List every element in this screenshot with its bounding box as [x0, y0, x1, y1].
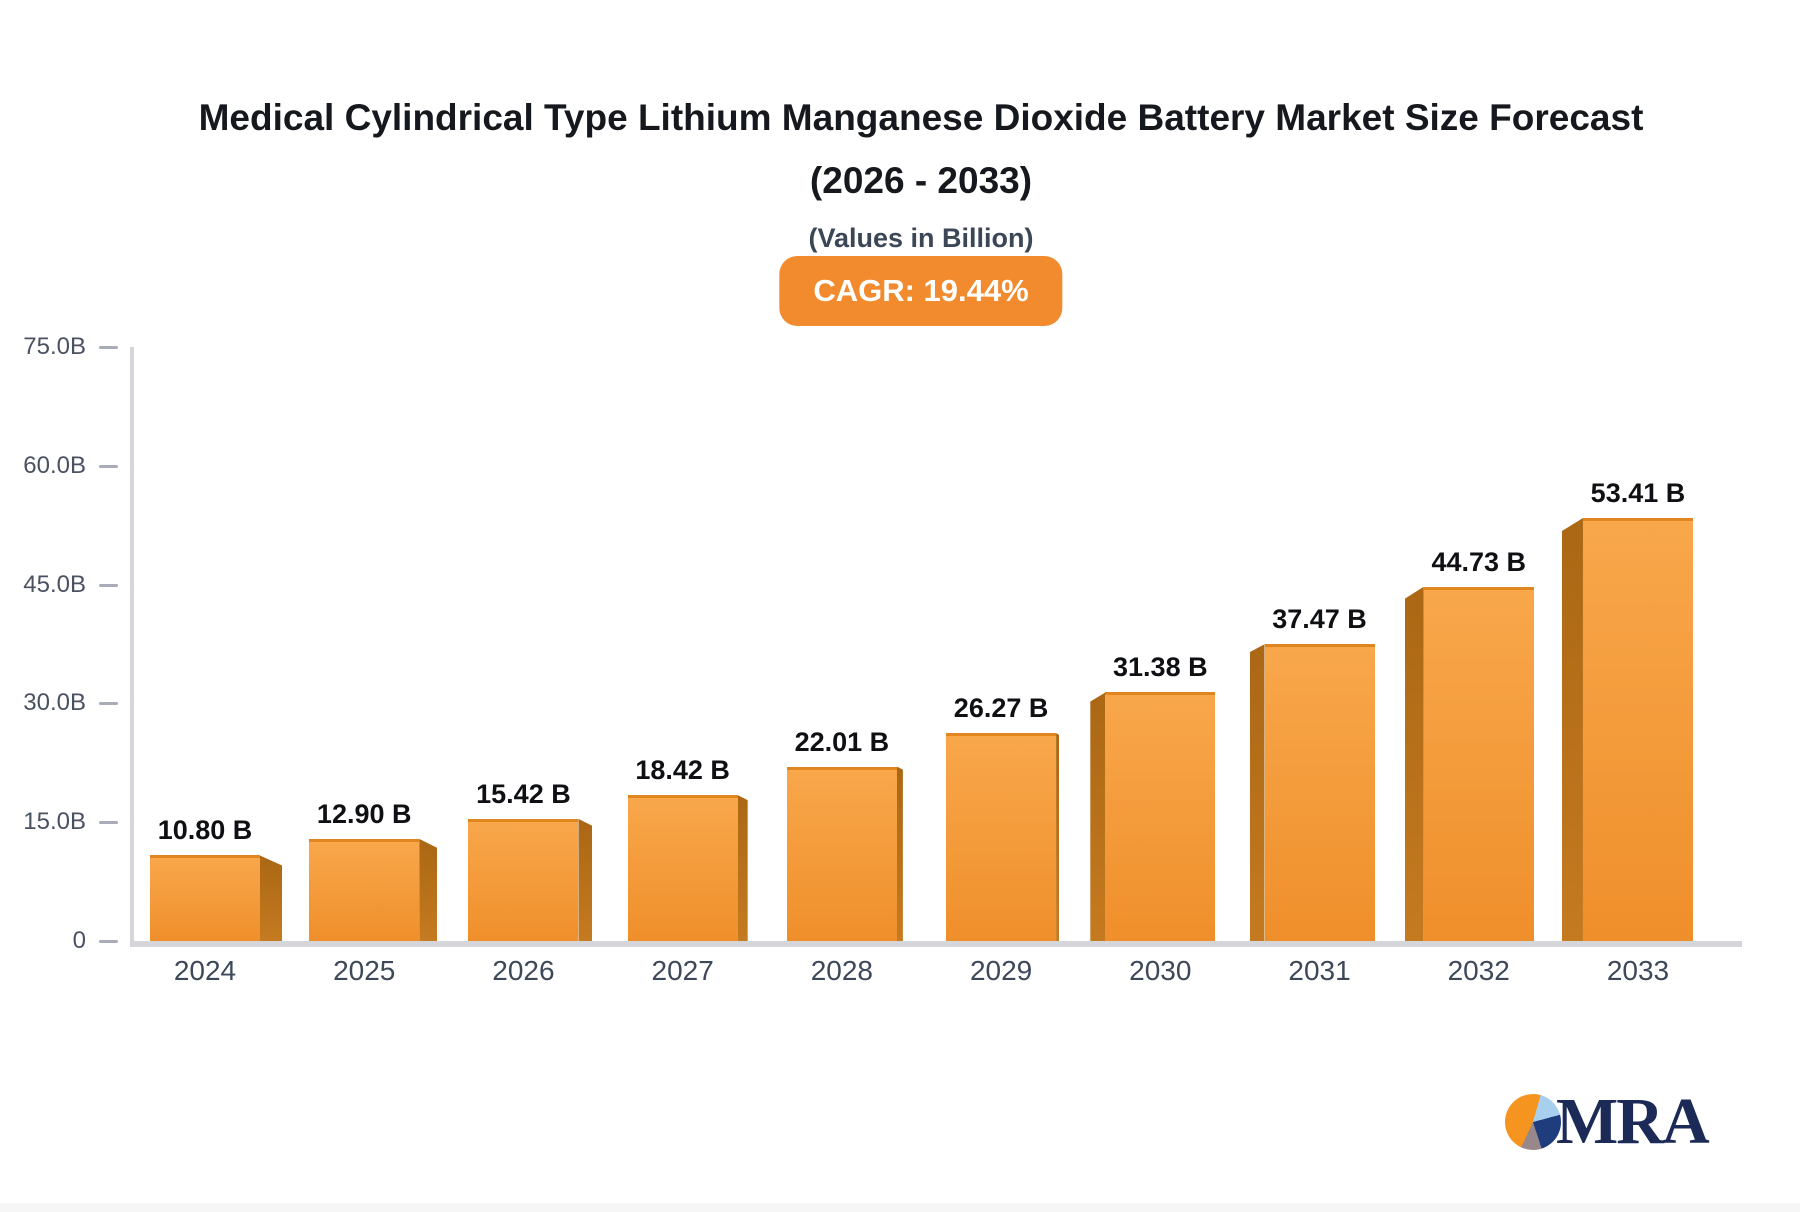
bar-2033 — [1582, 517, 1693, 941]
bar-2030 — [1105, 692, 1216, 941]
bar-2032 — [1423, 586, 1534, 941]
bar-value-label: 12.90 B — [316, 798, 412, 829]
y-axis-tick — [99, 940, 118, 943]
y-axis-line — [130, 347, 134, 947]
x-axis-label-2033: 2033 — [1606, 955, 1670, 986]
x-axis-label-2027: 2027 — [651, 955, 714, 986]
bar-value-label: 15.42 B — [476, 778, 571, 809]
pie-chart-logo-icon — [1505, 1094, 1561, 1150]
bar-value-label: 37.47 B — [1272, 604, 1367, 635]
x-axis-baseline — [130, 941, 1742, 947]
y-axis-tick-label: 30.0B — [23, 689, 86, 717]
brand-logo-text: MRA — [1556, 1085, 1710, 1158]
bottom-edge-strip — [0, 1203, 1800, 1212]
bar-side-face — [419, 838, 438, 941]
bar-value-label: 26.27 B — [953, 692, 1049, 723]
chart-subtitle: (Values in Billion) — [808, 223, 1034, 253]
y-axis-tick-label: 60.0B — [23, 451, 86, 479]
x-axis-label-2031: 2031 — [1288, 955, 1351, 986]
bar-2026 — [468, 818, 579, 941]
bar-side-face — [1249, 644, 1265, 941]
bar-side-face — [896, 766, 903, 941]
bar-value-label: 22.01 B — [794, 726, 890, 757]
bar-value-label: 44.73 B — [1431, 546, 1527, 577]
bar-side-face — [578, 818, 593, 941]
x-axis-label-2025: 2025 — [333, 955, 396, 986]
chart-title-line2: (2026 - 2033) — [809, 160, 1033, 201]
bar-side-face — [1056, 732, 1060, 941]
bar-side-face — [737, 795, 748, 941]
x-axis-label-2024: 2024 — [173, 955, 237, 986]
bar-2025 — [309, 838, 420, 941]
y-axis-tick — [99, 583, 118, 587]
bar-2031 — [1264, 644, 1375, 941]
y-axis-tick-label: 15.0B — [23, 808, 86, 836]
cagr-badge: CAGR: 19.44% — [779, 256, 1063, 326]
y-axis-tick — [99, 346, 118, 349]
y-axis-tick — [99, 821, 118, 825]
bar-2028 — [786, 766, 897, 941]
brand-logo: MRA — [1505, 1085, 1710, 1158]
y-axis-tick-label: 75.0B — [23, 333, 86, 360]
bar-2029 — [946, 732, 1057, 941]
x-axis-label-2029: 2029 — [969, 955, 1033, 986]
bar-2024 — [150, 855, 260, 941]
bar-value-label: 18.42 B — [635, 755, 730, 786]
bar-side-face — [1561, 517, 1583, 941]
x-axis-label-2028: 2028 — [810, 955, 874, 986]
bar-value-label: 53.41 B — [1590, 477, 1686, 508]
bar-side-face — [1404, 586, 1424, 941]
x-axis-label-2026: 2026 — [492, 955, 555, 986]
y-axis-tick — [99, 464, 118, 468]
bar-side-face — [1090, 692, 1106, 941]
y-axis-tick-label: 45.0B — [23, 570, 86, 598]
x-axis-label-2032: 2032 — [1447, 955, 1510, 986]
x-axis-label-2030: 2030 — [1129, 955, 1192, 986]
bar-2027 — [627, 795, 738, 941]
y-axis-tick — [99, 702, 118, 706]
bar-value-label: 31.38 B — [1113, 652, 1208, 683]
bar-side-face — [260, 855, 282, 941]
bar-value-label: 10.80 B — [157, 815, 253, 846]
chart-title-line1: Medical Cylindrical Type Lithium Mangane… — [198, 97, 1644, 138]
y-axis-tick-label: 0 — [72, 927, 86, 954]
